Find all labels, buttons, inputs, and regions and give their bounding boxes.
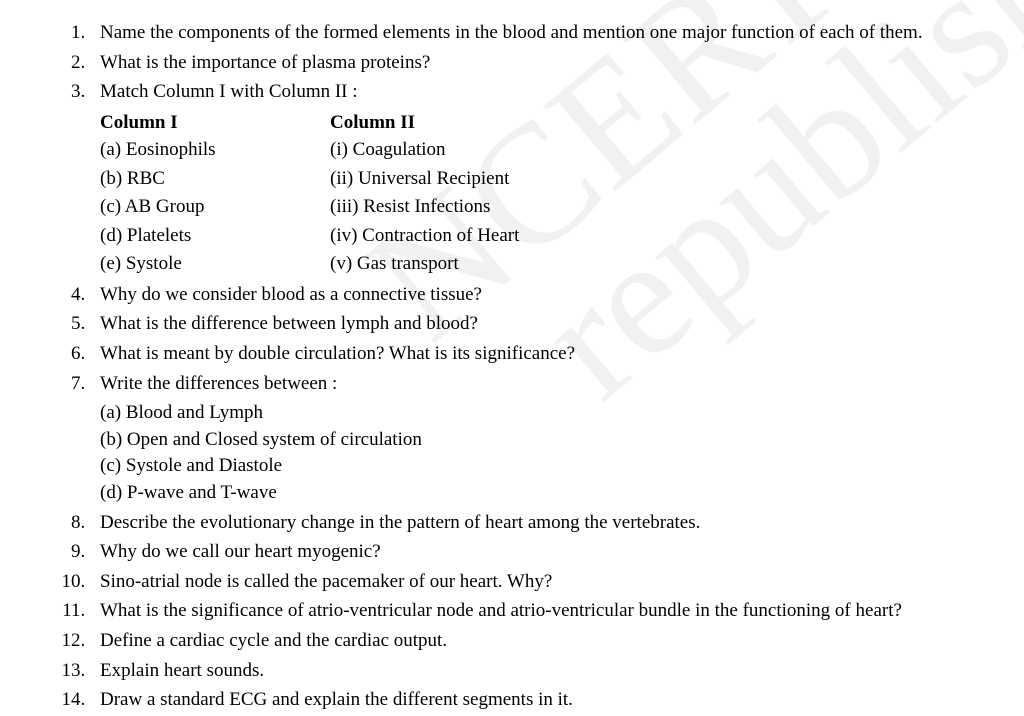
match-row: (b) RBC (ii) Universal Recipient: [100, 165, 954, 194]
question-item: Define a cardiac cycle and the cardiac o…: [90, 628, 954, 655]
match-right: (iv) Contraction of Heart: [330, 222, 519, 251]
question-text: Describe the evolutionary change in the …: [100, 512, 700, 533]
match-row: (a) Eosinophils (i) Coagulation: [100, 136, 954, 165]
match-left: (e) Systole: [100, 250, 330, 279]
question-text: Why do we consider blood as a connective…: [100, 284, 482, 305]
match-right: (i) Coagulation: [330, 136, 446, 165]
column-headers: Column I Column II: [100, 110, 954, 137]
question-text: What is the importance of plasma protein…: [100, 52, 430, 73]
question-item: What is the difference between lymph and…: [90, 311, 954, 338]
sub-item: (a) Blood and Lymph: [100, 400, 954, 427]
match-left: (c) AB Group: [100, 193, 330, 222]
sub-list: (a) Blood and Lymph (b) Open and Closed …: [100, 400, 954, 506]
question-text: Name the components of the formed elemen…: [100, 22, 923, 43]
question-item: Write the differences between : (a) Bloo…: [90, 371, 954, 507]
question-text: Match Column I with Column II :: [100, 81, 358, 102]
question-text: Draw a standard ECG and explain the diff…: [100, 689, 573, 710]
question-text: Write the differences between :: [100, 373, 337, 394]
question-text: Explain heart sounds.: [100, 660, 264, 681]
question-item: Why do we call our heart myogenic?: [90, 539, 954, 566]
question-item: Describe the evolutionary change in the …: [90, 510, 954, 537]
question-list-container: Name the components of the formed elemen…: [40, 20, 954, 714]
match-left: (d) Platelets: [100, 222, 330, 251]
question-item: What is the importance of plasma protein…: [90, 50, 954, 77]
match-left: (b) RBC: [100, 165, 330, 194]
question-text: Why do we call our heart myogenic?: [100, 541, 381, 562]
column1-header: Column I: [100, 110, 330, 137]
question-item: Draw a standard ECG and explain the diff…: [90, 687, 954, 714]
match-row: (c) AB Group (iii) Resist Infections: [100, 193, 954, 222]
match-right: (iii) Resist Infections: [330, 193, 490, 222]
question-item: Sino-atrial node is called the pacemaker…: [90, 569, 954, 596]
question-item: Explain heart sounds.: [90, 658, 954, 685]
question-item: What is meant by double circulation? Wha…: [90, 341, 954, 368]
question-text: Define a cardiac cycle and the cardiac o…: [100, 630, 447, 651]
match-left: (a) Eosinophils: [100, 136, 330, 165]
question-text: What is the significance of atrio-ventri…: [100, 600, 902, 621]
question-item: Why do we consider blood as a connective…: [90, 282, 954, 309]
question-list: Name the components of the formed elemen…: [40, 20, 954, 714]
question-text: What is meant by double circulation? Wha…: [100, 343, 575, 364]
match-right: (v) Gas transport: [330, 250, 459, 279]
match-right: (ii) Universal Recipient: [330, 165, 509, 194]
sub-item: (d) P-wave and T-wave: [100, 480, 954, 507]
question-item: Name the components of the formed elemen…: [90, 20, 954, 47]
sub-item: (b) Open and Closed system of circulatio…: [100, 427, 954, 454]
question-text: What is the difference between lymph and…: [100, 313, 478, 334]
sub-item: (c) Systole and Diastole: [100, 453, 954, 480]
match-row: (e) Systole (v) Gas transport: [100, 250, 954, 279]
match-row: (d) Platelets (iv) Contraction of Heart: [100, 222, 954, 251]
question-item: Match Column I with Column II : Column I…: [90, 79, 954, 279]
question-item: What is the significance of atrio-ventri…: [90, 598, 954, 625]
column2-header: Column II: [330, 110, 415, 137]
question-text: Sino-atrial node is called the pacemaker…: [100, 571, 552, 592]
